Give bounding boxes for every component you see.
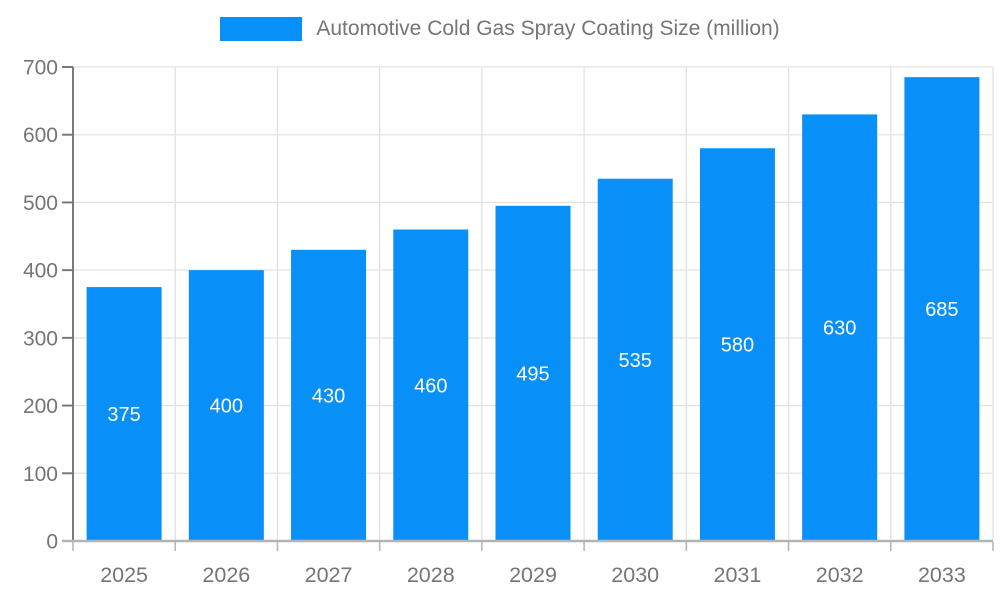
bar-2029[interactable]	[495, 205, 571, 541]
bar-2025[interactable]	[86, 287, 162, 540]
bar-value-label: 430	[312, 385, 345, 407]
y-tick-label: 100	[23, 463, 58, 486]
x-tick-label: 2029	[509, 563, 557, 587]
x-tick-label: 2027	[305, 563, 353, 587]
x-tick-label: 2032	[816, 563, 864, 587]
x-tick-label: 2026	[202, 563, 250, 587]
bar-value-label: 460	[414, 375, 447, 397]
x-tick-label: 2030	[611, 563, 659, 587]
bar-2032[interactable]	[802, 114, 878, 541]
legend-swatch-icon	[220, 17, 303, 41]
bar-value-label: 630	[823, 318, 856, 340]
bar-2026[interactable]	[188, 270, 264, 540]
legend-label: Automotive Cold Gas Spray Coating Size (…	[316, 17, 780, 40]
bar-2030[interactable]	[597, 178, 673, 540]
bar-2027[interactable]	[291, 249, 367, 541]
x-tick-label: 2033	[918, 563, 966, 587]
bar-2028[interactable]	[393, 229, 469, 540]
x-tick-label: 2031	[714, 563, 762, 587]
bar-value-label: 400	[210, 396, 243, 418]
y-tick-label: 500	[23, 192, 58, 215]
legend-item[interactable]: Automotive Cold Gas Spray Coating Size (…	[220, 17, 780, 41]
x-tick-label: 2025	[100, 563, 148, 587]
y-tick-label: 700	[23, 57, 58, 80]
y-tick-label: 0	[46, 531, 58, 554]
y-tick-label: 600	[23, 124, 58, 147]
bar-value-label: 375	[107, 404, 140, 426]
legend: Automotive Cold Gas Spray Coating Size (…	[0, 17, 1000, 41]
y-tick-label: 200	[23, 395, 58, 418]
y-tick-label: 300	[23, 327, 58, 350]
bar-value-label: 685	[925, 299, 958, 321]
bar-2033[interactable]	[904, 77, 980, 541]
x-tick-label: 2028	[407, 563, 455, 587]
bar-2031[interactable]	[699, 148, 775, 540]
bar-value-label: 535	[619, 350, 652, 372]
y-tick-label: 400	[23, 260, 58, 283]
bar-value-label: 495	[516, 363, 549, 385]
bar-value-label: 580	[721, 335, 754, 357]
